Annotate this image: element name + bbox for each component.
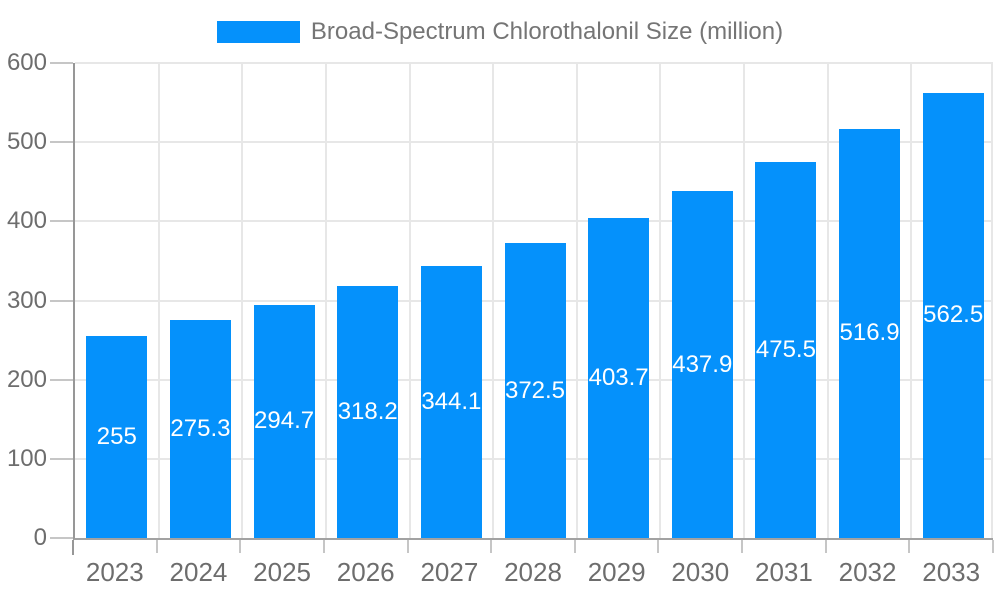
bar-2025[interactable]: 294.7	[253, 304, 315, 538]
y-axis-label: 300	[6, 286, 47, 314]
bar-value-label: 318.2	[337, 398, 398, 426]
gridline-vertical	[492, 63, 495, 538]
x-axis-label: 2031	[754, 557, 813, 587]
legend-swatch-icon	[216, 21, 300, 43]
legend-item[interactable]: Broad-Spectrum Chlorothalonil Size (mill…	[216, 18, 784, 46]
gridline-vertical	[157, 63, 160, 538]
y-axis-label: 500	[6, 128, 47, 156]
bar-value-label: 475.5	[755, 335, 816, 363]
gridline-vertical	[241, 63, 244, 538]
bar-value-label: 562.5	[923, 301, 984, 329]
y-axis-tick	[50, 299, 73, 302]
bar-2026[interactable]: 318.2	[337, 286, 399, 538]
x-axis-tick	[406, 540, 409, 553]
x-axis-tick	[155, 540, 158, 553]
bar-value-label: 344.1	[421, 387, 482, 415]
y-axis-label: 600	[6, 49, 47, 76]
x-axis-tick	[490, 540, 493, 553]
bar-value-label: 516.9	[839, 319, 900, 347]
y-axis-label: 100	[6, 444, 47, 472]
x-axis-tick	[239, 540, 242, 553]
x-axis-tick	[657, 540, 660, 553]
x-axis-label: 2026	[336, 557, 395, 587]
x-axis-tick	[824, 540, 827, 553]
y-axis-label: 200	[6, 365, 47, 393]
x-axis-label: 2033	[922, 557, 981, 587]
bar-value-label: 437.9	[672, 350, 733, 378]
gridline-vertical	[743, 63, 746, 538]
x-axis-label: 2029	[587, 557, 646, 587]
gridline-vertical	[575, 63, 578, 538]
gridline-vertical	[324, 63, 327, 538]
y-axis-tick	[50, 220, 73, 223]
y-axis-label: 400	[6, 207, 47, 235]
x-axis-label: 2027	[420, 557, 479, 587]
x-axis-label: 2024	[169, 557, 228, 587]
plot-area: 255 275.3 294.7 318.2 344.1 372.5 403.7 437.9 47…	[73, 62, 993, 540]
x-axis-tick	[908, 540, 911, 553]
y-axis-label: 0	[33, 524, 47, 551]
bar-2031[interactable]: 475.5	[755, 161, 817, 538]
y-axis-tick	[50, 141, 73, 144]
legend-label: Broad-Spectrum Chlorothalonil Size (mill…	[310, 18, 784, 45]
bar-2032[interactable]: 516.9	[839, 128, 901, 538]
bar-value-label: 294.7	[254, 407, 315, 435]
bar-2024[interactable]: 275.3	[169, 320, 231, 538]
y-axis-tick	[50, 62, 73, 64]
y-axis-tick	[50, 378, 73, 381]
x-axis-tick	[992, 540, 994, 553]
gridline-vertical	[408, 63, 411, 538]
bar-2028[interactable]: 372.5	[504, 243, 566, 538]
x-axis-label: 2025	[253, 557, 311, 587]
bar-2027[interactable]: 344.1	[420, 265, 482, 538]
x-axis-tick	[72, 540, 74, 555]
x-axis-label: 2023	[85, 557, 144, 587]
bar-2029[interactable]: 403.7	[588, 218, 650, 538]
bar-2023[interactable]: 255	[86, 336, 148, 538]
bar-value-label: 275.3	[170, 415, 231, 443]
gridline-vertical	[659, 63, 662, 538]
legend: Broad-Spectrum Chlorothalonil Size (mill…	[0, 18, 1000, 46]
bar-2033[interactable]: 562.5	[922, 92, 984, 538]
x-axis-label: 2030	[671, 557, 730, 587]
bar-value-label: 372.5	[504, 376, 566, 404]
x-axis-label: 2032	[838, 557, 897, 587]
gridline-vertical	[910, 63, 913, 538]
y-axis-tick	[50, 537, 73, 539]
bar-value-label: 255	[96, 423, 137, 451]
gridline-vertical	[826, 63, 829, 538]
gridline-horizontal	[75, 141, 993, 144]
gridline-vertical	[991, 63, 993, 538]
x-axis-tick	[322, 540, 325, 553]
gridline-horizontal	[75, 220, 993, 223]
y-axis-tick	[50, 457, 73, 460]
bar-value-label: 403.7	[588, 364, 649, 392]
bar-2030[interactable]: 437.9	[671, 191, 733, 538]
x-axis-tick	[741, 540, 744, 553]
gridline-horizontal	[75, 62, 993, 64]
x-axis-tick	[573, 540, 576, 553]
x-axis-label: 2028	[504, 557, 562, 587]
